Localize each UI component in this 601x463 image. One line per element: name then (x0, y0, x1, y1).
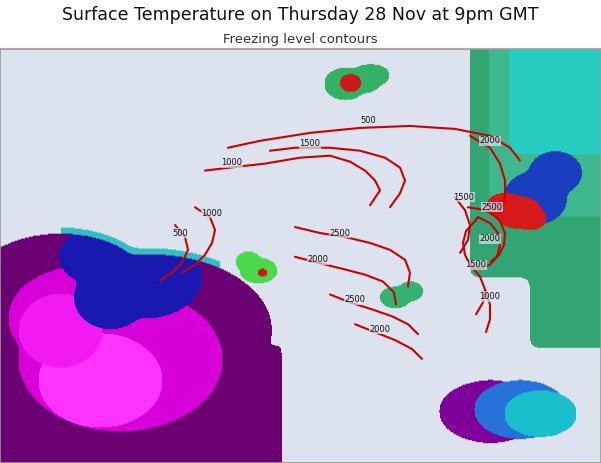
Text: 2000: 2000 (480, 234, 501, 244)
Text: 1000: 1000 (222, 158, 242, 167)
Text: 1000: 1000 (201, 209, 222, 218)
Text: 1500: 1500 (299, 139, 320, 148)
Text: 2500: 2500 (329, 229, 350, 238)
Text: 1000: 1000 (480, 292, 501, 301)
Text: 2500: 2500 (481, 203, 502, 212)
Text: 1500: 1500 (454, 193, 475, 202)
Text: 2000: 2000 (370, 325, 391, 334)
Text: Freezing level contours: Freezing level contours (223, 33, 378, 46)
Text: 2500: 2500 (344, 295, 365, 304)
Text: 1500: 1500 (466, 260, 486, 269)
Text: Surface Temperature on Thursday 28 Nov at 9pm GMT: Surface Temperature on Thursday 28 Nov a… (63, 6, 538, 24)
Text: 2000: 2000 (308, 255, 329, 264)
Text: 2000: 2000 (480, 136, 501, 145)
Text: 500: 500 (360, 117, 376, 125)
Text: 500: 500 (172, 229, 188, 238)
